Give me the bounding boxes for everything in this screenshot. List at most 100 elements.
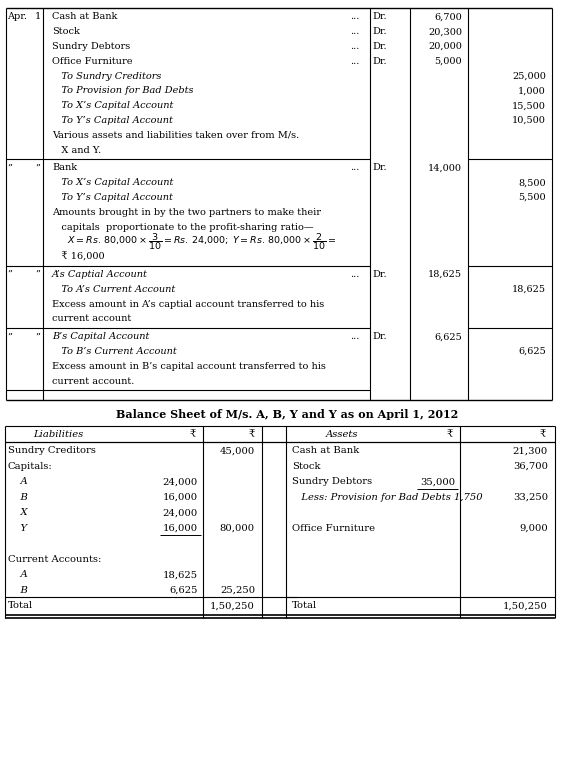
Text: Amounts brought in by the two partners to make their: Amounts brought in by the two partners t… [52,208,321,217]
Text: 16,000: 16,000 [163,493,198,502]
Text: Various assets and liabilities taken over from M/s.: Various assets and liabilities taken ove… [52,131,299,140]
Text: 6,625: 6,625 [518,347,546,356]
Text: Dr.: Dr. [372,164,386,172]
Text: 18,625: 18,625 [428,270,462,279]
Text: 1,50,250: 1,50,250 [503,601,548,611]
Text: To Y’s Capital Account: To Y’s Capital Account [52,116,173,125]
Text: ”: ” [35,164,40,172]
Text: 16,000: 16,000 [163,524,198,533]
Text: 45,000: 45,000 [220,446,255,455]
Text: 20,300: 20,300 [428,27,462,36]
Text: Dr.: Dr. [372,27,386,36]
Text: 25,000: 25,000 [512,71,546,81]
Text: Excess amount in A’s captial account transferred to his: Excess amount in A’s captial account tra… [52,300,324,309]
Text: 8,500: 8,500 [519,178,546,187]
Text: ...: ... [350,27,360,36]
Text: ”: ” [35,270,40,279]
Text: 25,250: 25,250 [220,586,255,595]
Text: B: B [8,586,28,595]
Text: 24,000: 24,000 [163,508,198,518]
Text: 10,500: 10,500 [512,116,546,125]
Text: ”: ” [7,164,12,172]
Text: ...: ... [350,57,360,66]
Text: ...: ... [350,12,360,22]
Text: Current Accounts:: Current Accounts: [8,555,101,564]
Text: 18,625: 18,625 [163,571,198,579]
Text: ...: ... [350,42,360,51]
Text: 5,000: 5,000 [434,57,462,66]
Text: 5,500: 5,500 [519,193,546,202]
Text: X: X [8,508,28,518]
Text: To X’s Capital Account: To X’s Capital Account [52,178,174,187]
Text: To Y’s Capital Account: To Y’s Capital Account [52,193,173,202]
Text: Balance Sheet of M/s. A, B, Y and Y as on April 1, 2012: Balance Sheet of M/s. A, B, Y and Y as o… [116,409,458,420]
Text: 6,700: 6,700 [434,12,462,22]
Text: Liabilities: Liabilities [33,430,83,439]
Text: ₹ 16,000: ₹ 16,000 [52,252,105,261]
Text: ...: ... [350,270,360,279]
Text: Apr.: Apr. [7,12,27,22]
Text: Bank: Bank [52,164,77,172]
Text: Less: Provision for Bad Debts 1,750: Less: Provision for Bad Debts 1,750 [292,493,482,502]
Text: 24,000: 24,000 [163,478,198,486]
Text: Sundry Debtors: Sundry Debtors [292,478,372,486]
Text: Cash at Bank: Cash at Bank [292,446,359,455]
Text: Dr.: Dr. [372,333,386,341]
Text: Total: Total [8,601,33,611]
Text: 18,625: 18,625 [512,285,546,294]
Text: ₹: ₹ [540,430,546,439]
Text: Total: Total [292,601,317,611]
Text: Office Furniture: Office Furniture [52,57,132,66]
Text: 1,000: 1,000 [518,86,546,95]
Text: A: A [8,478,28,486]
Text: 80,000: 80,000 [220,524,255,533]
Text: Cash at Bank: Cash at Bank [52,12,117,22]
Text: ₹: ₹ [249,430,255,439]
Text: To Sundry Creditors: To Sundry Creditors [52,71,162,81]
Text: Capitals:: Capitals: [8,462,53,471]
Text: Dr.: Dr. [372,42,386,51]
Text: $X = Rs.\,80{,}000 \times \dfrac{3}{10} = Rs.\,24{,}000;\; Y = Rs.\,80{,}000 \ti: $X = Rs.\,80{,}000 \times \dfrac{3}{10} … [67,231,336,253]
Text: 21,300: 21,300 [513,446,548,455]
Text: B: B [8,493,28,502]
Text: Dr.: Dr. [372,12,386,22]
Text: Dr.: Dr. [372,57,386,66]
Text: 15,500: 15,500 [512,101,546,110]
Text: ...: ... [350,164,360,172]
Text: Stock: Stock [292,462,320,471]
Text: current account.: current account. [52,376,135,386]
Text: Sundry Creditors: Sundry Creditors [8,446,96,455]
Text: Office Furniture: Office Furniture [292,524,375,533]
Text: ₹: ₹ [190,430,196,439]
Text: 9,000: 9,000 [519,524,548,533]
Text: current account: current account [52,314,131,323]
Text: To A’s Current Account: To A’s Current Account [52,285,175,294]
Text: To B’s Current Account: To B’s Current Account [52,347,177,356]
Text: B’s Capital Account: B’s Capital Account [52,333,150,341]
Text: 33,250: 33,250 [513,493,548,502]
Text: 35,000: 35,000 [420,478,455,486]
Text: Excess amount in B’s capital account transferred to his: Excess amount in B’s capital account tra… [52,362,326,371]
Text: 6,625: 6,625 [434,333,462,341]
Text: 14,000: 14,000 [428,164,462,172]
Text: 36,700: 36,700 [513,462,548,471]
Text: 1: 1 [35,12,41,22]
Text: Y: Y [8,524,27,533]
Text: capitals  proportionate to the profit-sharing ratio—: capitals proportionate to the profit-sha… [52,223,313,232]
Text: A’s Captial Account: A’s Captial Account [52,270,148,279]
Text: ...: ... [350,333,360,341]
Text: ”: ” [7,333,12,341]
Text: Sundry Debtors: Sundry Debtors [52,42,131,51]
Text: Assets: Assets [326,430,358,439]
Text: Stock: Stock [52,27,80,36]
Text: Dr.: Dr. [372,270,386,279]
Text: ₹: ₹ [447,430,453,439]
Text: 20,000: 20,000 [428,42,462,51]
Text: ”: ” [35,333,40,341]
Text: To X’s Capital Account: To X’s Capital Account [52,101,174,110]
Text: ”: ” [7,270,12,279]
Text: 6,625: 6,625 [170,586,198,595]
Text: 1,50,250: 1,50,250 [210,601,255,611]
Text: To Provision for Bad Debts: To Provision for Bad Debts [52,86,194,95]
Text: X and Y.: X and Y. [52,146,101,154]
